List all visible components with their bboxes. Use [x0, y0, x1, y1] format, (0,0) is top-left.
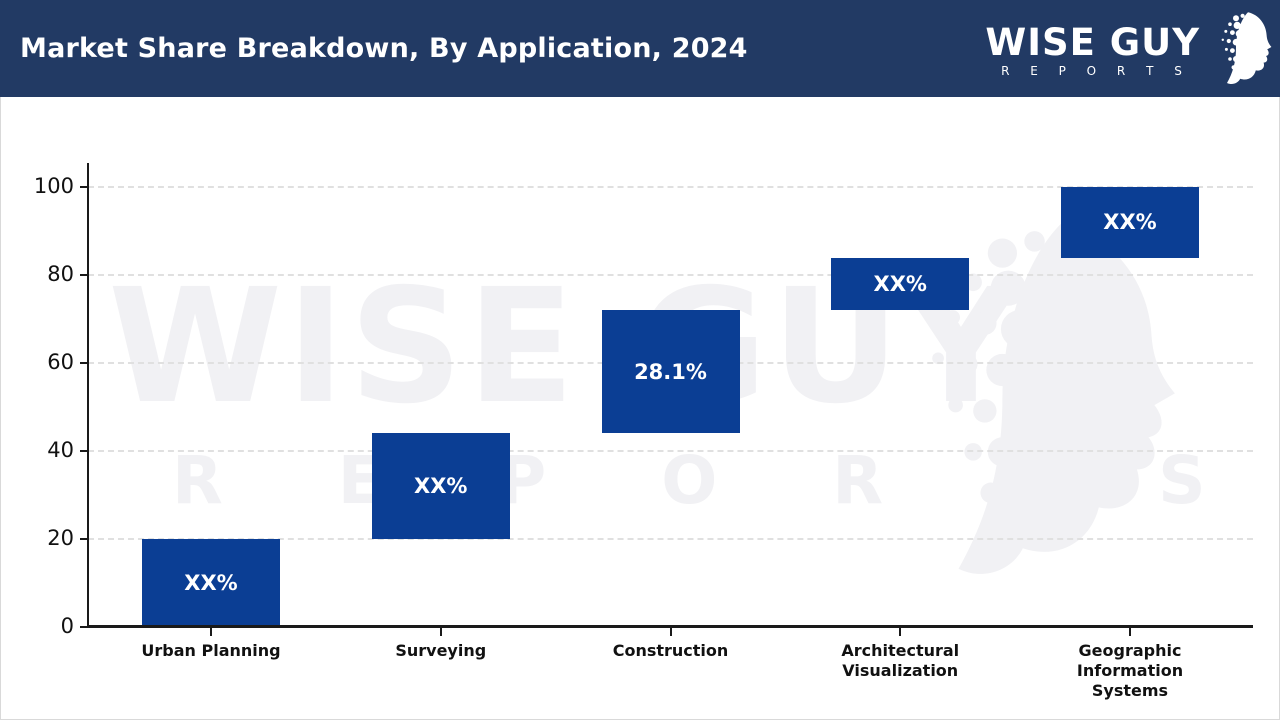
y-tick-label: 0 [60, 614, 74, 638]
y-tick [80, 538, 88, 540]
logo-subtitle: R E P O R T S [1001, 63, 1191, 78]
x-category-label: Surveying [326, 641, 556, 661]
x-category-label-line: Systems [1091, 681, 1169, 700]
page-title: Market Share Breakdown, By Application, … [20, 33, 748, 64]
y-tick-label: 60 [47, 350, 74, 374]
gridline [88, 186, 1253, 188]
x-tick [899, 628, 902, 636]
y-tick [80, 186, 88, 188]
gridline [88, 450, 1253, 452]
y-tick-label: 40 [47, 438, 74, 462]
gridline [88, 274, 1253, 276]
bar: XX% [371, 433, 510, 539]
bar-value-label: XX% [1103, 210, 1157, 235]
x-category-label-line: Architectural [841, 641, 960, 660]
x-axis-line [87, 625, 1253, 628]
y-axis-line [87, 163, 89, 628]
y-tick [80, 274, 88, 276]
y-tick [80, 626, 88, 628]
x-category-label-line: Visualization [842, 661, 959, 680]
y-tick-label: 80 [47, 262, 74, 286]
y-tick [80, 362, 88, 364]
x-tick [669, 628, 672, 636]
logo-text: WISE GUY R E P O R T S [985, 24, 1200, 77]
x-category-label: Construction [556, 641, 786, 661]
x-category-label: Architectural Visualization [785, 641, 1015, 681]
bar: XX% [142, 539, 280, 627]
x-category-label-line: Surveying [395, 641, 487, 660]
wiseguy-head-icon [1206, 11, 1272, 89]
bar: XX% [1061, 187, 1199, 258]
x-tick [210, 628, 212, 636]
gridline [88, 538, 1253, 540]
header-bar: Market Share Breakdown, By Application, … [0, 0, 1280, 97]
x-category-label: Urban Planning [96, 641, 326, 661]
wiseguy-logo: WISE GUY R E P O R T S [985, 8, 1272, 92]
bar: XX% [831, 257, 970, 310]
logo-wordmark: WISE GUY [985, 20, 1200, 64]
bar-value-label: XX% [184, 571, 238, 595]
x-category-label: Geographic Information Systems [1015, 641, 1245, 701]
x-category-label-line: Geographic [1078, 641, 1182, 660]
x-category-label-line: Urban Planning [141, 641, 281, 660]
bar: 28.1% [601, 309, 740, 434]
x-tick [1129, 628, 1131, 636]
y-tick-label: 100 [33, 174, 74, 198]
bar-value-label: XX% [414, 474, 468, 499]
y-tick-label: 20 [47, 526, 74, 550]
y-tick [80, 450, 88, 452]
bar-value-label: 28.1% [634, 359, 707, 384]
x-category-label-line: Construction [612, 641, 729, 660]
bar-value-label: XX% [873, 271, 927, 296]
x-tick [439, 628, 442, 636]
x-category-label-line: Information [1076, 661, 1184, 680]
